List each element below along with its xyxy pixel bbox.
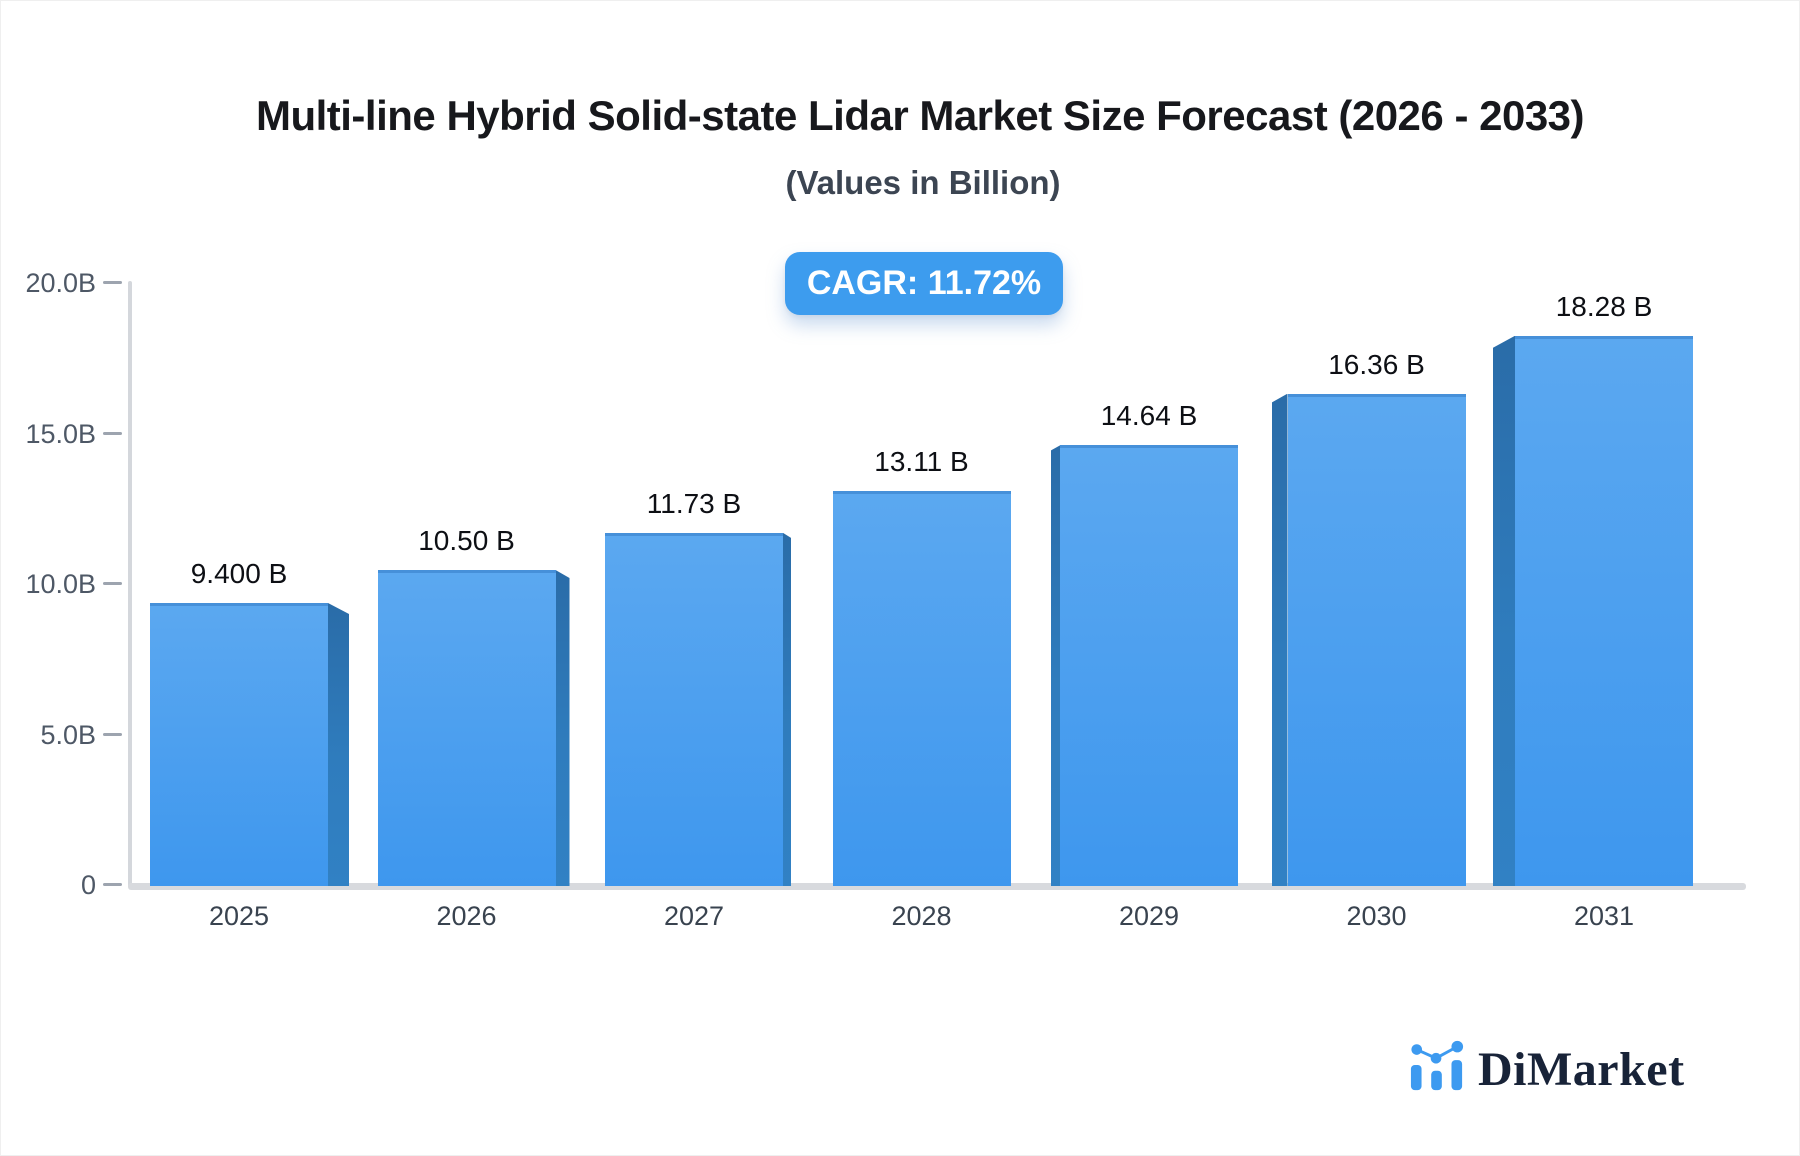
x-axis-baseline	[128, 883, 1746, 890]
x-axis-label: 2030	[1346, 901, 1407, 931]
x-axis-label: 2025	[208, 901, 270, 931]
bar-chart-logo-icon	[1408, 1036, 1466, 1097]
bar-side-face	[1271, 393, 1288, 886]
y-tick-mark	[103, 582, 122, 585]
bar-value-label: 10.50 B	[418, 524, 515, 556]
bar-side-face	[328, 603, 349, 886]
bar	[150, 603, 328, 886]
logo-text: DiMarket	[1478, 1043, 1685, 1096]
bar-value-label: 14.64 B	[1100, 400, 1198, 432]
chart-title: Multi-line Hybrid Solid-state Lidar Mark…	[255, 92, 1585, 139]
x-axis-label: 2031	[1573, 901, 1635, 931]
chart-subtitle: (Values in Billion)	[785, 164, 1061, 201]
bar-value-label: 11.73 B	[646, 487, 742, 519]
bar	[1060, 445, 1238, 886]
cagr-badge: CAGR: 11.72%	[785, 252, 1063, 315]
y-tick-mark	[103, 732, 122, 736]
y-tick-label: 15.0B	[25, 418, 96, 449]
bar-value-label: 13.11 B	[874, 446, 969, 478]
bar	[1287, 393, 1466, 886]
x-axis-label: 2029	[1118, 901, 1180, 931]
bar	[605, 532, 783, 886]
y-tick-mark	[103, 883, 122, 886]
bar-value-label: 16.36 B	[1328, 348, 1425, 380]
bar-side-face	[1493, 335, 1515, 886]
y-tick-label: 10.0B	[25, 569, 96, 599]
y-tick-mark	[103, 281, 122, 284]
bar	[377, 569, 556, 886]
bar-side-face	[555, 569, 570, 886]
x-axis-label: 2026	[436, 901, 497, 931]
y-axis-line	[128, 281, 132, 887]
y-tick-label: 5.0B	[40, 719, 96, 750]
y-tick-mark	[103, 431, 122, 435]
x-axis-label: 2027	[663, 901, 725, 931]
x-axis-label: 2028	[891, 901, 952, 931]
bar-side-face	[1051, 445, 1060, 886]
bar-value-label: 9.400 B	[190, 558, 288, 590]
bar	[832, 491, 1011, 886]
bar-side-face	[783, 532, 791, 886]
bar-value-label: 18.28 B	[1555, 290, 1653, 322]
y-tick-label: 0	[80, 870, 96, 900]
y-tick-label: 20.0B	[25, 268, 96, 298]
bar	[1515, 335, 1693, 886]
logo: DiMarket	[1408, 1036, 1685, 1097]
